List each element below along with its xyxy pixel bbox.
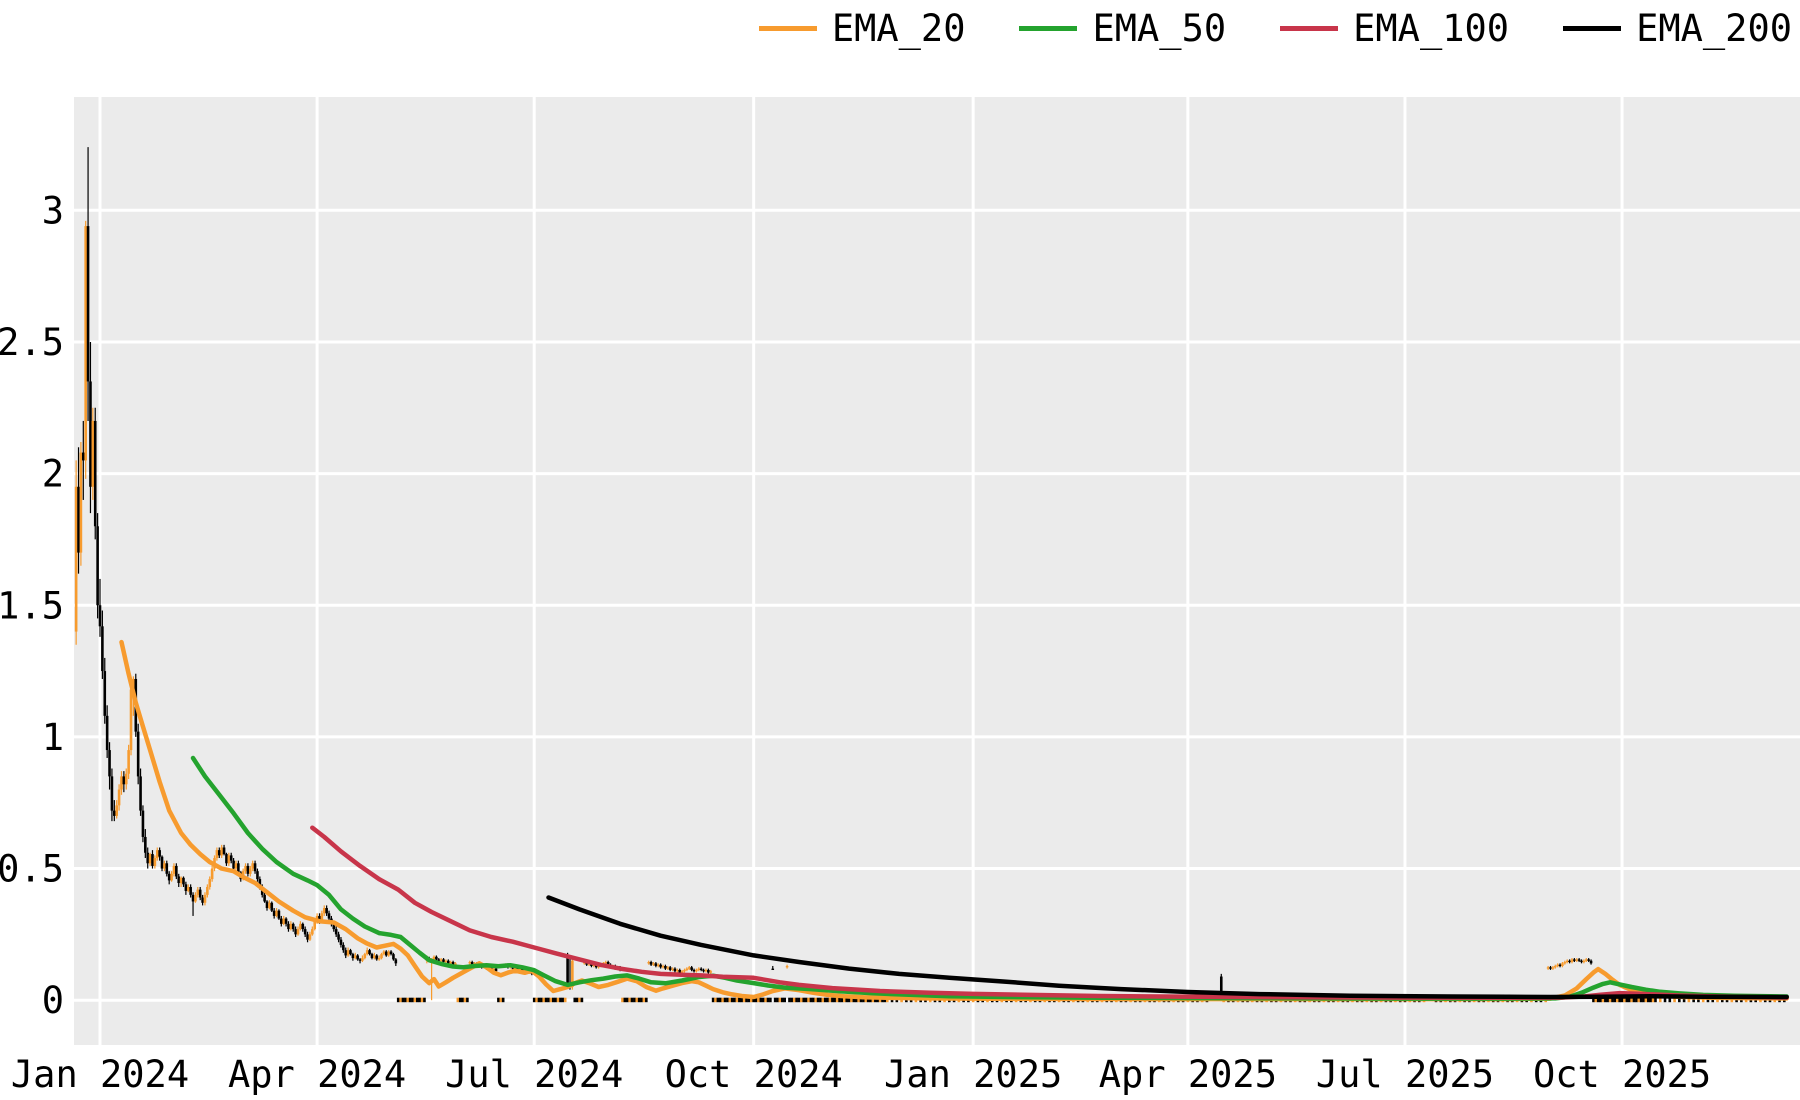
svg-text:2.5: 2.5 (0, 321, 64, 364)
ema-50-line-swatch (1019, 26, 1078, 31)
plot-background (74, 97, 1800, 1045)
legend-item-ema-20: EMA_20 (758, 7, 966, 50)
svg-text:Jan 2024: Jan 2024 (11, 1053, 189, 1096)
svg-text:3: 3 (42, 189, 64, 232)
ema-200-line (546, 895, 1789, 1000)
legend-label-ema-50: EMA_50 (1092, 7, 1227, 50)
svg-text:2: 2 (42, 453, 64, 496)
candles (74, 147, 1593, 1001)
svg-text:Apr 2025: Apr 2025 (1099, 1053, 1277, 1096)
svg-text:Oct 2025: Oct 2025 (1533, 1053, 1711, 1096)
y-axis-tick-labels: 0 0.5 1 1.5 2 2.5 3 (0, 189, 64, 1022)
legend-label-ema-100: EMA_100 (1353, 7, 1510, 50)
legend-item-ema-200: EMA_200 (1563, 10, 1792, 47)
legend-label-ema-200: EMA_200 (1636, 7, 1792, 50)
svg-text:0: 0 (42, 979, 64, 1022)
chart-legend: EMA_20 EMA_50 EMA_100 EMA_200 (758, 7, 1792, 50)
svg-text:Jul 2025: Jul 2025 (1316, 1053, 1494, 1096)
legend-label-ema-20: EMA_20 (831, 7, 966, 50)
svg-text:Oct 2024: Oct 2024 (665, 1053, 843, 1096)
svg-text:Jan 2025: Jan 2025 (884, 1053, 1062, 1096)
x-axis-tick-labels: Jan 2024 Apr 2024 Jul 2024 Oct 2024 Jan 2025… (11, 1053, 1711, 1096)
ema-20-line-swatch (758, 26, 817, 31)
ema-100-line-swatch (1280, 26, 1339, 31)
svg-text:Apr 2024: Apr 2024 (228, 1053, 406, 1096)
svg-text:0.5: 0.5 (0, 848, 64, 891)
svg-text:1: 1 (42, 716, 64, 759)
ema-200-line-swatch (1563, 26, 1622, 31)
legend-item-ema-100: EMA_100 (1280, 10, 1509, 47)
svg-text:1.5: 1.5 (0, 584, 64, 627)
gridlines (74, 97, 1800, 1045)
legend-item-ema-50: EMA_50 (1019, 10, 1226, 47)
svg-text:Jul 2024: Jul 2024 (445, 1053, 623, 1096)
